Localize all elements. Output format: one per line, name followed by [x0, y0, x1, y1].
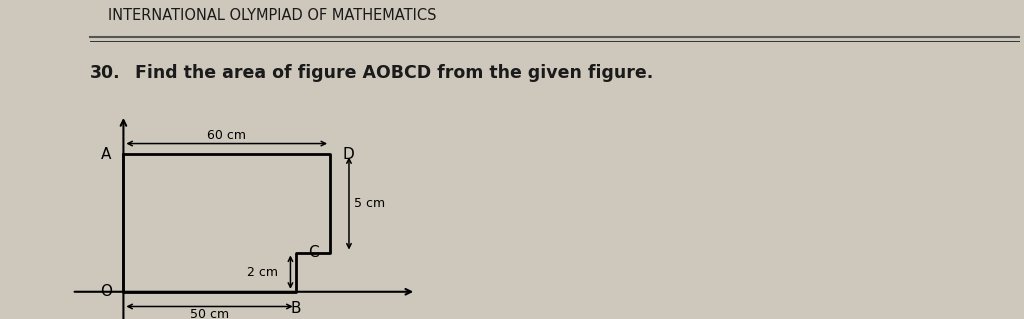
Text: 5 cm: 5 cm — [354, 197, 385, 210]
Text: 2 cm: 2 cm — [248, 266, 279, 278]
Text: 60 cm: 60 cm — [207, 129, 246, 142]
Text: O: O — [100, 284, 113, 299]
Text: C: C — [307, 245, 318, 260]
Text: 30.: 30. — [90, 64, 121, 82]
Text: A: A — [101, 147, 112, 162]
Text: Find the area of figure AOBCD from the given figure.: Find the area of figure AOBCD from the g… — [135, 64, 653, 82]
Text: B: B — [291, 300, 301, 315]
Text: INTERNATIONAL OLYMPIAD OF MATHEMATICS: INTERNATIONAL OLYMPIAD OF MATHEMATICS — [108, 8, 436, 23]
Text: 50 cm: 50 cm — [189, 308, 229, 319]
Text: D: D — [342, 147, 354, 162]
